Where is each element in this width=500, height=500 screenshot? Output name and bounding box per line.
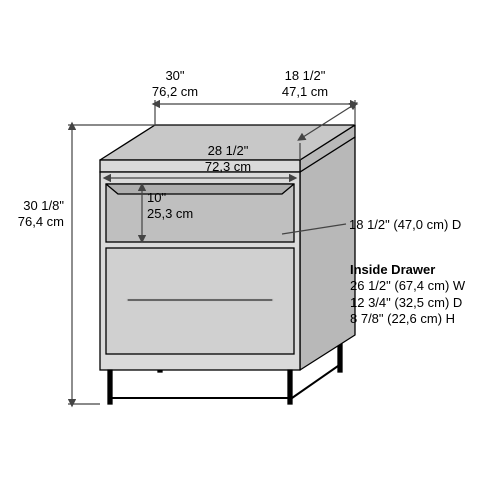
diagram-stage: 30" 76,2 cm 18 1/2" 47,1 cm 30 1/8" 76,4… — [0, 0, 500, 500]
dim-shelf-height-imperial: 10" — [147, 190, 166, 205]
dim-height-overall-imperial: 30 1/8" — [23, 198, 64, 213]
dim-depth-callout: 18 1/2" (47,0 cm) D — [349, 217, 461, 233]
dim-height-overall-metric: 76,4 cm — [6, 214, 64, 230]
inside-drawer-block: Inside Drawer 26 1/2" (67,4 cm) W 12 3/4… — [350, 262, 465, 327]
dim-shelf-width: 28 1/2" 72,3 cm — [188, 143, 268, 176]
dim-shelf-width-imperial: 28 1/2" — [208, 143, 249, 158]
dim-width-top-imperial: 30" — [165, 68, 184, 83]
inside-drawer-title: Inside Drawer — [350, 262, 435, 277]
dim-height-overall: 30 1/8" 76,4 cm — [6, 198, 64, 231]
dim-depth-top-imperial: 18 1/2" — [285, 68, 326, 83]
inside-drawer-h: 8 7/8" (22,6 cm) H — [350, 311, 465, 327]
dim-shelf-width-metric: 72,3 cm — [188, 159, 268, 175]
dim-width-top: 30" 76,2 cm — [130, 68, 220, 101]
inside-drawer-d: 12 3/4" (32,5 cm) D — [350, 295, 465, 311]
dim-shelf-height: 10" 25,3 cm — [147, 190, 193, 223]
dim-depth-top-metric: 47,1 cm — [265, 84, 345, 100]
dim-depth-callout-text: 18 1/2" (47,0 cm) D — [349, 217, 461, 232]
dim-depth-top: 18 1/2" 47,1 cm — [265, 68, 345, 101]
inside-drawer-w: 26 1/2" (67,4 cm) W — [350, 278, 465, 294]
dim-width-top-metric: 76,2 cm — [130, 84, 220, 100]
dimension-lines — [0, 0, 500, 500]
dim-shelf-height-metric: 25,3 cm — [147, 206, 193, 222]
